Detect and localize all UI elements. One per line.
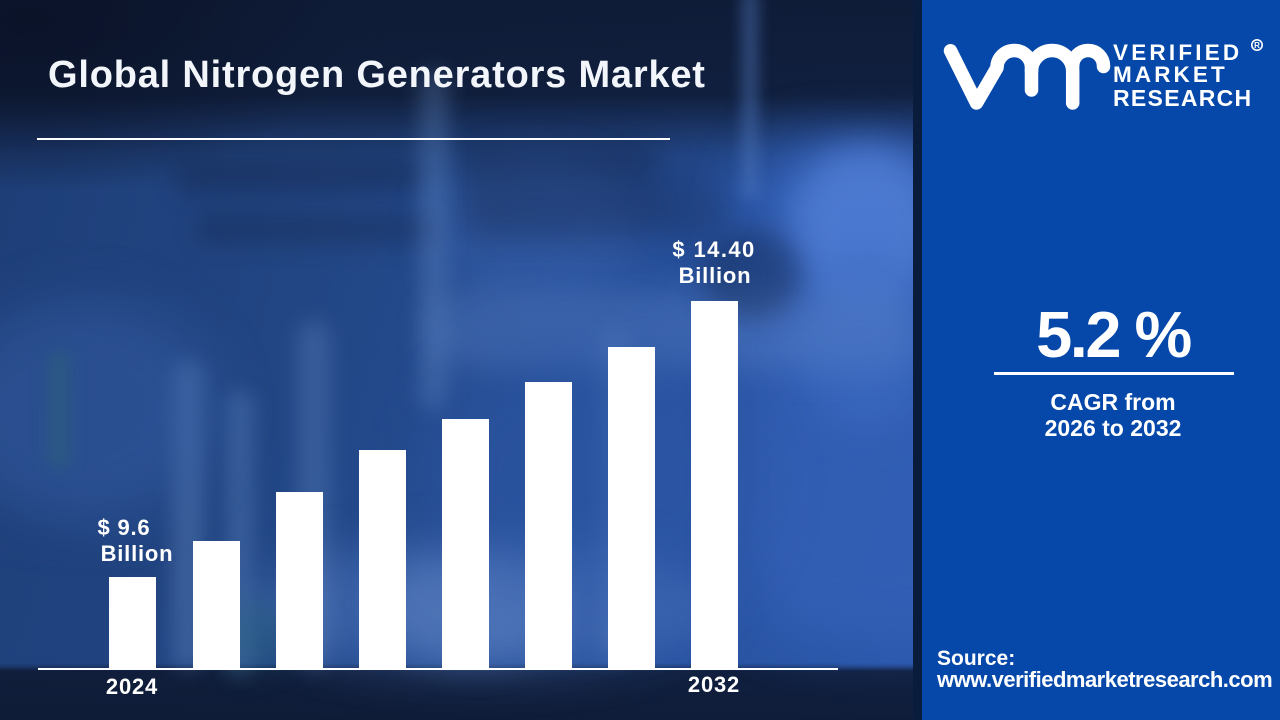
svg-text:R: R [1254, 41, 1260, 50]
